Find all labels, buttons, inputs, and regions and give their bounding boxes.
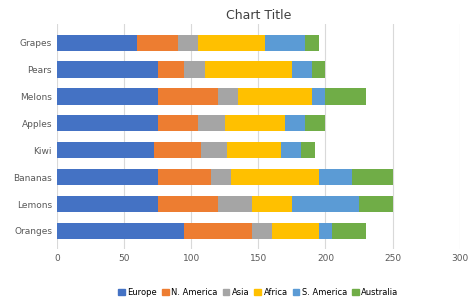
Bar bbox=[184, 61, 205, 78]
Bar bbox=[157, 88, 218, 105]
Bar bbox=[184, 223, 252, 239]
Bar bbox=[57, 196, 157, 212]
Bar bbox=[225, 115, 285, 131]
Bar bbox=[201, 142, 228, 158]
Bar bbox=[154, 142, 201, 158]
Bar bbox=[272, 223, 319, 239]
Bar bbox=[312, 61, 326, 78]
Bar bbox=[301, 142, 315, 158]
Bar bbox=[228, 142, 281, 158]
Bar bbox=[319, 169, 352, 185]
Bar bbox=[218, 196, 252, 212]
Bar bbox=[57, 223, 184, 239]
Bar bbox=[265, 35, 305, 51]
Bar bbox=[57, 142, 154, 158]
Bar bbox=[157, 115, 198, 131]
Bar bbox=[305, 115, 326, 131]
Bar bbox=[198, 115, 225, 131]
Bar bbox=[292, 196, 359, 212]
Bar bbox=[359, 196, 392, 212]
Bar bbox=[252, 196, 292, 212]
Bar bbox=[157, 169, 211, 185]
Bar bbox=[231, 169, 319, 185]
Bar bbox=[57, 61, 157, 78]
Bar bbox=[178, 35, 198, 51]
Bar bbox=[157, 196, 218, 212]
Bar bbox=[205, 61, 292, 78]
Bar bbox=[211, 169, 231, 185]
Bar bbox=[57, 169, 157, 185]
Bar bbox=[292, 61, 312, 78]
Bar bbox=[319, 223, 332, 239]
Bar bbox=[57, 88, 157, 105]
Bar bbox=[281, 142, 301, 158]
Bar bbox=[285, 115, 305, 131]
Title: Chart Title: Chart Title bbox=[226, 9, 291, 22]
Bar bbox=[157, 61, 184, 78]
Bar bbox=[312, 88, 326, 105]
Bar bbox=[57, 115, 157, 131]
Bar bbox=[218, 88, 238, 105]
Bar bbox=[57, 35, 137, 51]
Bar bbox=[238, 88, 312, 105]
Bar bbox=[352, 169, 392, 185]
Bar bbox=[326, 88, 366, 105]
Bar bbox=[137, 35, 178, 51]
Legend: Europe, N. America, Asia, Africa, S. America, Australia: Europe, N. America, Asia, Africa, S. Ame… bbox=[115, 285, 402, 301]
Bar bbox=[198, 35, 265, 51]
Bar bbox=[305, 35, 319, 51]
Bar bbox=[332, 223, 366, 239]
Bar bbox=[252, 223, 272, 239]
